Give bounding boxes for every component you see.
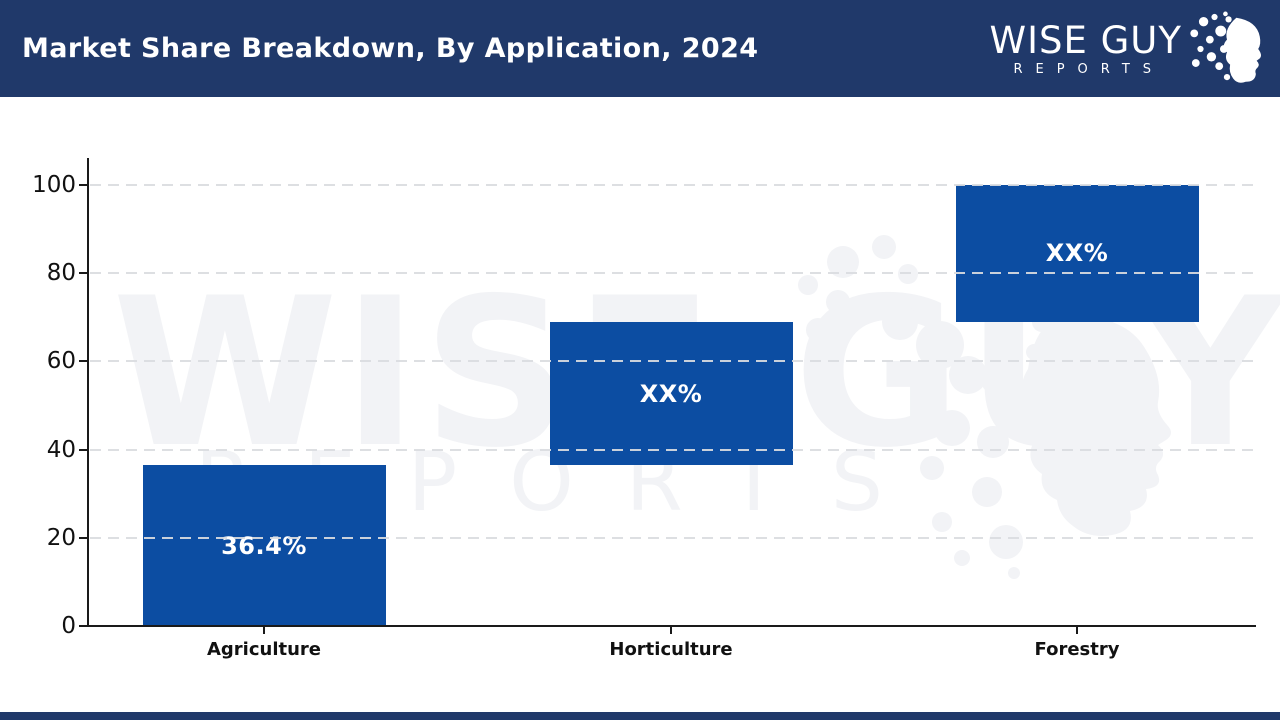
bar-value-label: XX% <box>639 379 703 408</box>
y-tick-label: 20 <box>46 524 76 551</box>
y-tick-20 <box>79 536 87 539</box>
y-tick-80 <box>79 272 87 275</box>
y-tick-label: 80 <box>46 260 76 287</box>
bar-agriculture: 36.4% <box>142 465 386 626</box>
footer-bar <box>0 712 1280 720</box>
logo-wordmark: WISE GUY <box>989 19 1182 62</box>
x-axis-line <box>87 625 1256 627</box>
header-bar: Market Share Breakdown, By Application, … <box>0 0 1280 97</box>
gridline-20 <box>90 536 1253 539</box>
gridline-100 <box>90 184 1253 186</box>
x-tick-forestry <box>1076 627 1078 634</box>
y-tick-0 <box>79 625 87 627</box>
dotted-face-profile-icon <box>1190 11 1262 83</box>
y-tick-60 <box>79 360 87 363</box>
y-tick-label: 0 <box>61 613 76 639</box>
bar-value-label: XX% <box>1045 239 1109 268</box>
logo-subtext: REPORTS <box>1013 62 1165 77</box>
x-tick-label-horticulture: Horticulture <box>609 639 733 660</box>
y-axis-line <box>87 158 89 627</box>
y-tick-label: 40 <box>46 436 76 463</box>
y-tick-100 <box>79 184 87 186</box>
x-tick-label-forestry: Forestry <box>1034 639 1120 660</box>
chart-title: Market Share Breakdown, By Application, … <box>22 33 759 64</box>
x-tick-agriculture <box>263 627 265 634</box>
bar-value-label: 36.4% <box>221 531 307 560</box>
y-tick-40 <box>79 448 87 451</box>
x-tick-label-agriculture: Agriculture <box>206 639 322 660</box>
y-tick-label: 100 <box>32 172 76 198</box>
x-tick-horticulture <box>670 627 672 634</box>
gridline-80 <box>90 272 1253 275</box>
bar-forestry: XX% <box>955 185 1199 322</box>
gridline-60 <box>90 360 1253 363</box>
y-tick-label: 60 <box>46 348 76 375</box>
dotted-face-profile-watermark <box>798 235 1172 579</box>
bar-horticulture: XX% <box>549 321 793 466</box>
gridline-40 <box>90 448 1253 451</box>
wise-guy-reports-logo: WISE GUY REPORTS <box>990 6 1266 92</box>
